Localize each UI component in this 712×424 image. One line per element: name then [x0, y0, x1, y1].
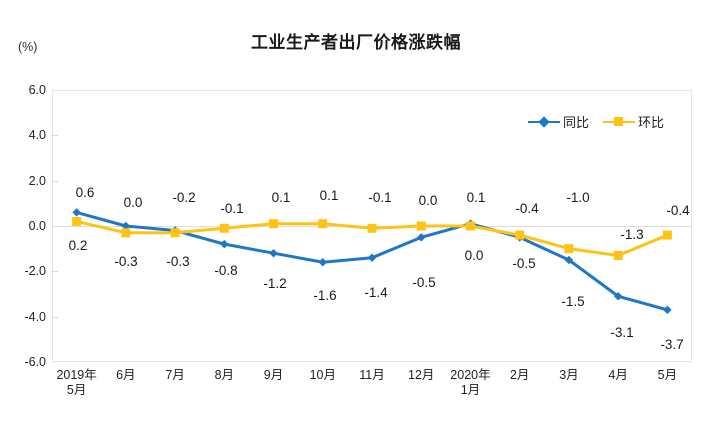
x-tick-label: 10月 — [309, 368, 336, 382]
x-tick-label: 3月 — [559, 368, 579, 382]
data-point-label-upper: 0.1 — [466, 190, 486, 205]
data-point-label-lower: 0.0 — [464, 248, 484, 263]
x-tick-label: 2019年 5月 — [56, 368, 97, 397]
chart-legend: 同比 环比 — [528, 112, 664, 131]
y-tick-label: 6.0 — [28, 83, 46, 97]
x-tick-label: 2020年 1月 — [450, 368, 491, 397]
data-point-label-lower: -0.3 — [166, 254, 190, 269]
data-point-label-lower: -3.7 — [660, 337, 684, 352]
y-tick-label: -6.0 — [24, 355, 46, 369]
data-point-label-upper: 0.0 — [418, 193, 438, 208]
data-point-label-lower: -1.6 — [313, 288, 337, 303]
data-point-label-upper: -0.4 — [666, 203, 690, 218]
data-point-label-upper: -1.3 — [620, 227, 644, 242]
y-tick-mark — [52, 226, 692, 227]
data-point-label-lower: -0.5 — [412, 275, 436, 290]
data-point-label-lower: -1.5 — [561, 294, 585, 309]
data-point-label-upper: 0.1 — [271, 190, 291, 205]
legend-swatch-diamond-icon — [528, 115, 560, 128]
x-tick-label: 8月 — [214, 368, 235, 382]
x-tick-label: 7月 — [165, 368, 185, 382]
data-point-label-upper: 0.6 — [75, 185, 95, 200]
y-tick-mark — [52, 316, 58, 318]
data-point-label-upper: -0.4 — [515, 201, 539, 216]
y-tick-label: -2.0 — [24, 264, 46, 279]
y-tick-label: 4.0 — [28, 128, 46, 143]
data-point-label-lower: -0.3 — [114, 254, 138, 269]
legend-item-tongbi[interactable]: 同比 — [528, 112, 589, 131]
data-point-label-upper: -0.1 — [368, 190, 392, 205]
y-tick-label: 0.0 — [28, 219, 46, 233]
legend-item-huanbi[interactable]: 环比 — [603, 112, 664, 131]
x-tick-label: 4月 — [608, 368, 628, 382]
data-point-label-lower: -1.2 — [263, 276, 287, 291]
data-point-label-upper: 0.1 — [319, 188, 339, 203]
x-tick-label: 5月 — [657, 368, 678, 382]
data-point-label-upper: -1.0 — [566, 190, 590, 205]
y-axis-unit-label: (%) — [18, 40, 38, 54]
data-point-label-lower: 0.2 — [68, 238, 88, 253]
data-point-label-upper: 0.0 — [123, 195, 143, 210]
data-point-label-lower: -1.4 — [364, 285, 388, 300]
x-tick-label: 11月 — [359, 368, 385, 382]
data-point-label-lower: -3.1 — [610, 325, 634, 340]
x-tick-label: 2月 — [509, 368, 530, 382]
data-point-label-lower: -0.5 — [512, 256, 536, 271]
data-point-label-lower: -0.8 — [214, 263, 238, 278]
chart-title: 工业生产者出厂价格涨跌幅 — [251, 33, 461, 52]
x-tick-label: 6月 — [116, 368, 136, 382]
data-point-label-upper: -0.1 — [220, 201, 244, 216]
y-tick-label: -4.0 — [24, 309, 46, 324]
y-tick-mark — [52, 271, 58, 273]
y-tick-label: 2.0 — [28, 173, 46, 188]
y-tick-mark — [52, 180, 58, 182]
legend-swatch-square-icon — [603, 116, 636, 128]
data-point-label-upper: -0.2 — [172, 190, 196, 205]
legend-label-tongbi: 同比 — [563, 115, 590, 130]
y-tick-mark — [52, 135, 58, 137]
x-tick-label: 9月 — [263, 368, 284, 382]
legend-label-huanbi: 环比 — [638, 115, 665, 130]
x-tick-label: 12月 — [408, 368, 435, 382]
